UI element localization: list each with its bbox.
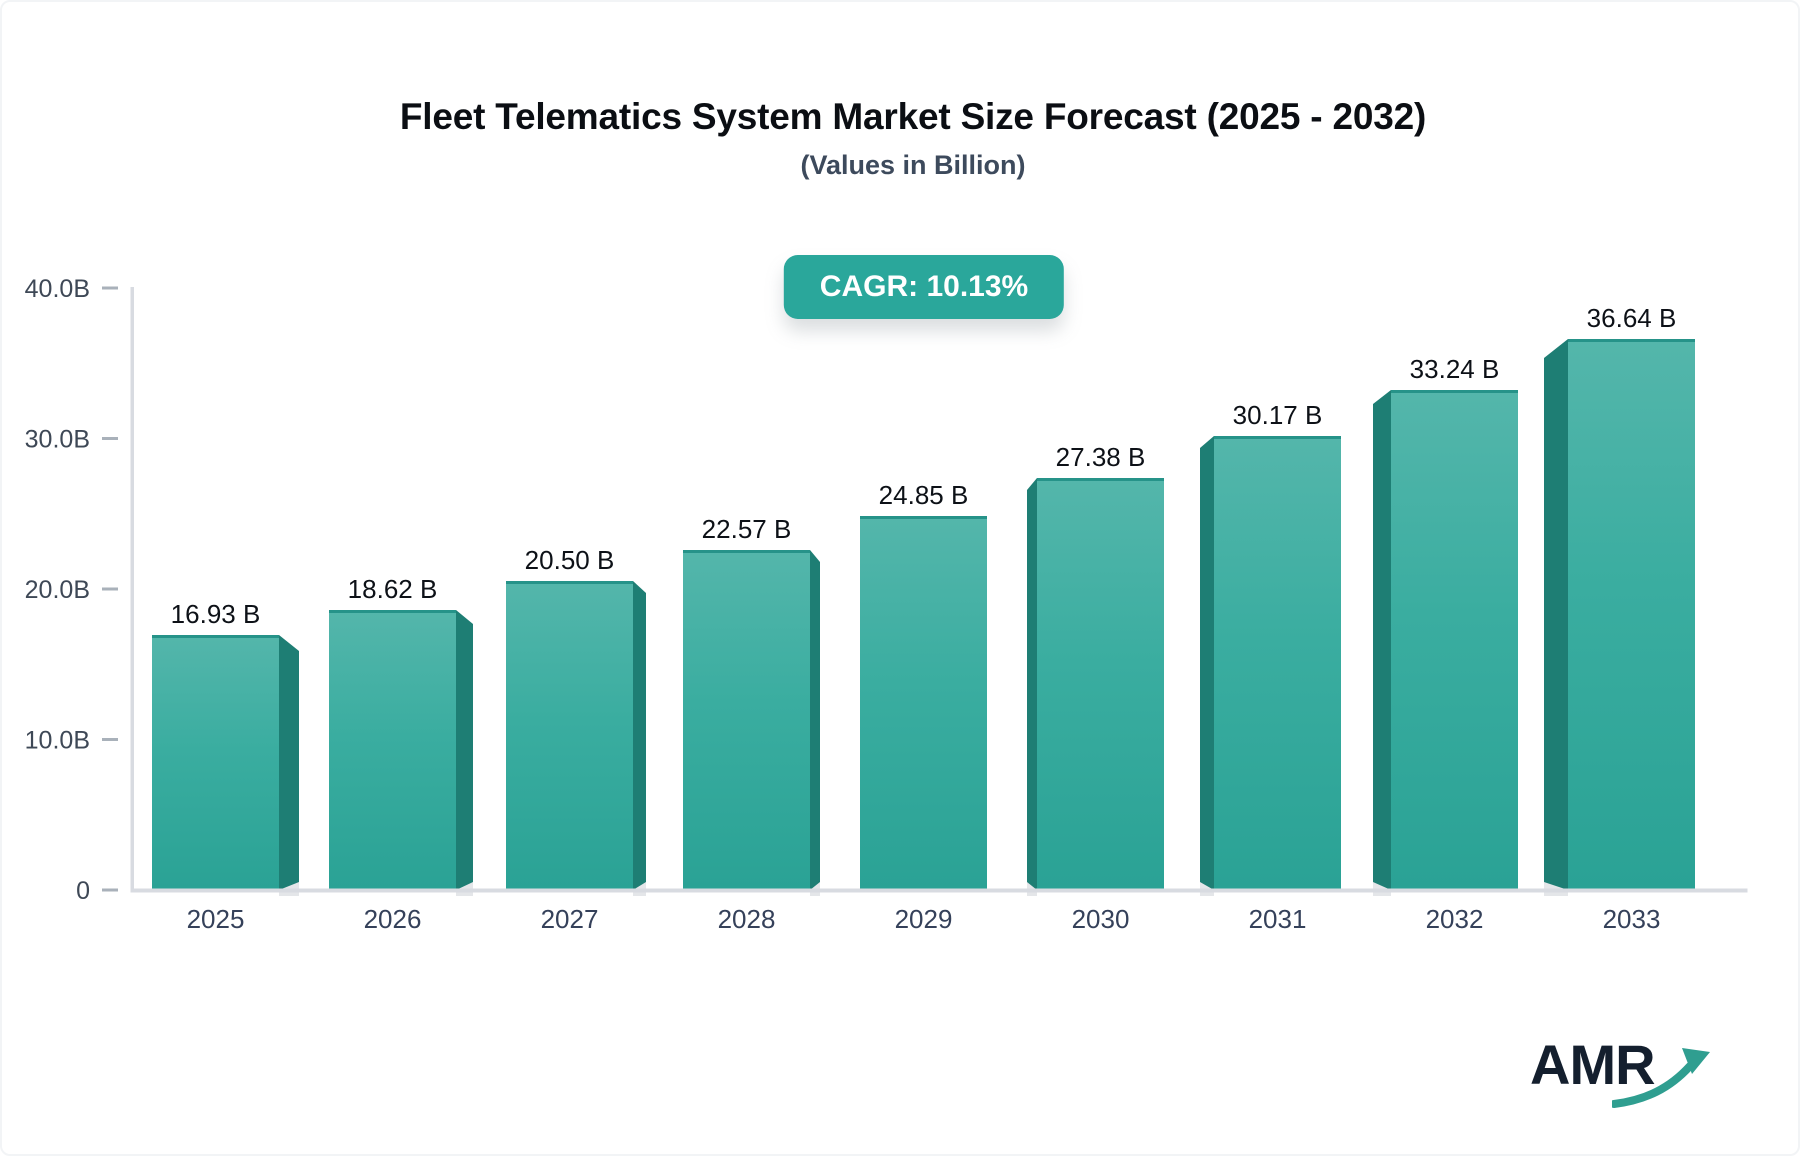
- y-axis-line: [130, 287, 134, 890]
- bar-side-panel: [456, 610, 473, 890]
- chart-title: Fleet Telematics System Market Size Fore…: [399, 96, 1427, 137]
- bar-2025: [152, 635, 279, 890]
- chart-subtitle: (Values in Billion): [800, 150, 1026, 180]
- x-axis-label: 2029: [895, 904, 953, 934]
- bar-value-label: 24.85 B: [879, 480, 969, 510]
- x-axis-label: 2030: [1072, 904, 1130, 934]
- bar-top-edge: [683, 550, 810, 553]
- bar-side-panel: [279, 635, 299, 890]
- x-axis-label: 2026: [364, 904, 422, 934]
- bar-2029: [860, 516, 987, 890]
- bar-2026: [329, 610, 456, 890]
- bar-side-panel: [1027, 478, 1037, 890]
- x-axis-label: 2032: [1426, 904, 1484, 934]
- bar-value-label: 27.38 B: [1056, 442, 1146, 472]
- cagr-badge: CAGR: 10.13%: [783, 255, 1065, 319]
- bar-2031: [1214, 436, 1341, 890]
- bar-value-label: 20.50 B: [525, 545, 615, 575]
- y-axis-tick: [102, 286, 118, 290]
- y-axis-label: 40.0B: [25, 275, 90, 303]
- growth-arrow-icon: [1612, 1048, 1710, 1108]
- bar-value-label: 30.17 B: [1233, 400, 1323, 430]
- bar-top-edge: [1391, 390, 1518, 393]
- x-axis-label: 2027: [541, 904, 599, 934]
- y-axis-label: 30.0B: [25, 426, 90, 454]
- bar-top-edge: [1214, 436, 1341, 439]
- y-axis-label: 20.0B: [25, 576, 90, 604]
- bar-value-label: 33.24 B: [1410, 354, 1500, 384]
- x-axis-label: 2033: [1603, 904, 1661, 934]
- bar-top-edge: [860, 516, 987, 519]
- amr-logo: AMR: [1530, 1032, 1720, 1116]
- bar-value-label: 22.57 B: [702, 514, 792, 544]
- bar-side-panel: [633, 581, 646, 890]
- bar-value-label: 36.64 B: [1587, 303, 1677, 333]
- bar-2032: [1391, 390, 1518, 890]
- bar-top-edge: [506, 581, 633, 584]
- bar-value-label: 16.93 B: [171, 599, 261, 629]
- x-axis-line: [130, 888, 1748, 893]
- bar-value-label: 18.62 B: [348, 574, 438, 604]
- x-axis-label: 2025: [187, 904, 245, 934]
- bar-top-edge: [1568, 339, 1695, 342]
- x-axis-label: 2028: [718, 904, 776, 934]
- y-axis-tick: [102, 888, 118, 892]
- y-axis-label: 0: [76, 877, 90, 905]
- bar-side-panel: [1200, 436, 1214, 890]
- amr-logo-text: AMR: [1530, 1033, 1656, 1096]
- y-axis-tick: [102, 437, 118, 440]
- bar-2033: [1568, 339, 1695, 890]
- bar-top-edge: [1037, 478, 1164, 481]
- cagr-badge-label: CAGR: 10.13%: [819, 270, 1029, 303]
- bar-2028: [683, 550, 810, 890]
- y-axis-tick: [102, 738, 118, 741]
- y-axis-label: 10.0B: [25, 727, 90, 755]
- bar-2027: [506, 581, 633, 890]
- x-axis-label: 2031: [1249, 904, 1307, 934]
- bar-side-panel: [810, 550, 820, 890]
- bar-side-panel: [1373, 390, 1391, 890]
- y-axis-tick: [102, 587, 118, 591]
- bar-top-edge: [152, 635, 279, 638]
- bar-2030: [1037, 478, 1164, 890]
- bar-top-edge: [329, 610, 456, 613]
- bar-side-panel: [1544, 339, 1568, 890]
